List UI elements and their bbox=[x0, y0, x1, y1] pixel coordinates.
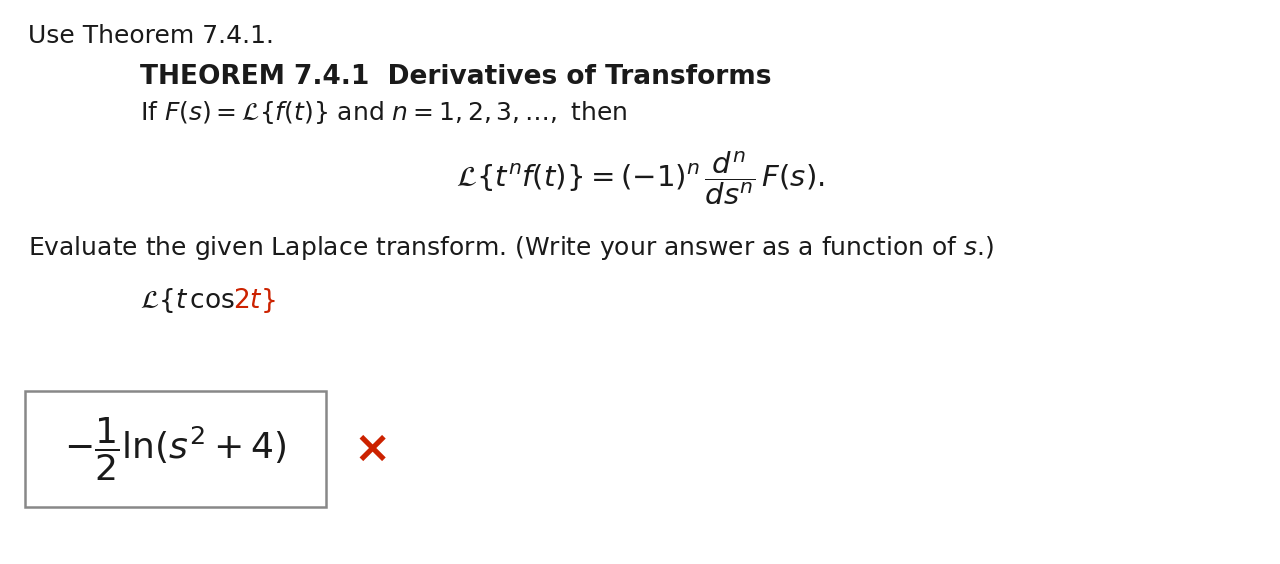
Text: $-\dfrac{1}{2}\ln\!\left(s^2 + 4\right)$: $-\dfrac{1}{2}\ln\!\left(s^2 + 4\right)$ bbox=[64, 415, 287, 483]
Text: Evaluate the given Laplace transform. (Write your answer as a function of $s$.): Evaluate the given Laplace transform. (W… bbox=[28, 234, 993, 262]
FancyBboxPatch shape bbox=[26, 391, 326, 507]
Text: $\mathcal{L}\{t\,\mathrm{cos}\;$: $\mathcal{L}\{t\,\mathrm{cos}\;$ bbox=[140, 286, 234, 315]
Text: $\mathbf{\times}$: $\mathbf{\times}$ bbox=[353, 428, 387, 470]
Text: Use Theorem 7.4.1.: Use Theorem 7.4.1. bbox=[28, 24, 274, 48]
Text: If $F(s) = \mathcal{L}\{f(t)\}$ and $n = 1, 2, 3, \ldots,$ then: If $F(s) = \mathcal{L}\{f(t)\}$ and $n =… bbox=[140, 99, 627, 126]
Text: $2t\}$: $2t\}$ bbox=[233, 286, 275, 315]
Text: $\mathcal{L}\{t^n f(t)\} = (-1)^n\,\dfrac{d^n}{ds^n}\,F(s).$: $\mathcal{L}\{t^n f(t)\} = (-1)^n\,\dfra… bbox=[456, 149, 824, 207]
Text: THEOREM 7.4.1  Derivatives of Transforms: THEOREM 7.4.1 Derivatives of Transforms bbox=[140, 64, 772, 90]
